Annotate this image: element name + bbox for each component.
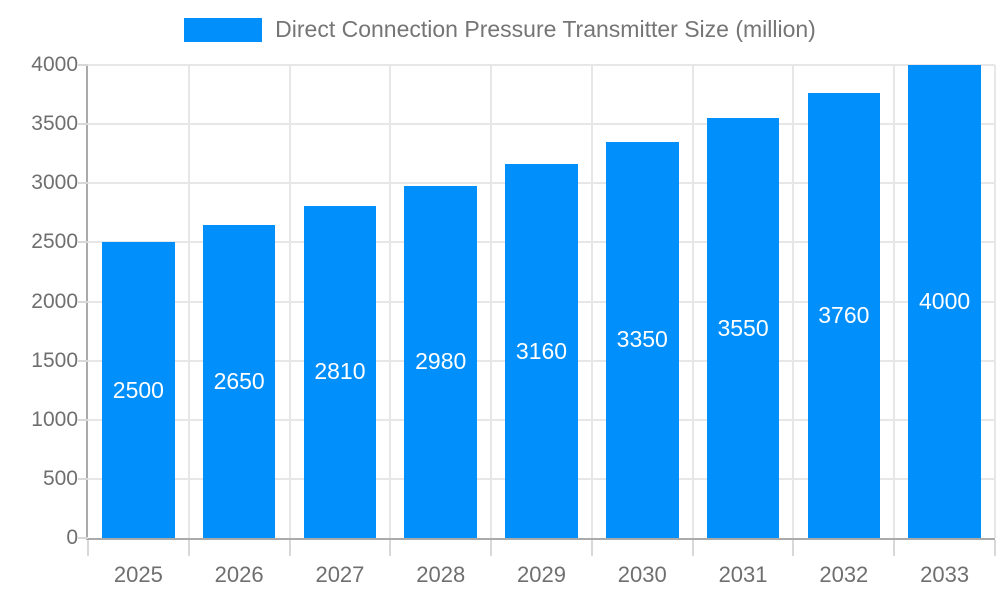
x-gridline-3 (389, 65, 392, 538)
y-axis-tick-label: 3500 (31, 112, 78, 136)
y-axis-tick-label: 3000 (31, 171, 78, 195)
bar-2028[interactable]: 2980 (404, 185, 477, 538)
x-axis-labels: 2025 2026 2027 2028 2029 2030 2031 2032 2033 (88, 562, 995, 592)
y-axis-tick-label: 500 (42, 466, 78, 490)
x-axis-label-2026: 2026 (214, 562, 264, 587)
bar-2027[interactable]: 2810 (303, 205, 377, 538)
y-tickmark-2500 (78, 241, 88, 244)
bar-value-label: 3760 (818, 302, 870, 329)
y-tickmark-2000 (78, 300, 88, 303)
x-tickmark-4 (490, 540, 493, 556)
x-tickmark-2 (288, 540, 291, 556)
bar-value-label: 2810 (314, 358, 366, 385)
x-tickmark-1 (187, 540, 190, 556)
y-axis-line (86, 65, 88, 540)
plot-area: 2500 2650 2810 2980 3160 3350 3550 3760 4000 (78, 64, 996, 556)
x-axis-label-2033: 2033 (920, 562, 970, 587)
bar-2032[interactable]: 3760 (807, 93, 881, 538)
x-axis-label-2029: 2029 (517, 562, 566, 587)
y-tickmark-1000 (78, 418, 88, 421)
y-axis-labels: 0 500 1000 1500 2000 2500 3000 3500 4000 (0, 53, 78, 549)
x-tickmark-6 (691, 540, 694, 556)
bar-value-label: 3550 (717, 314, 769, 341)
bar-value-label: 4000 (919, 288, 971, 314)
bar-value-label: 2500 (112, 376, 164, 403)
y-tickmark-3500 (78, 123, 88, 126)
y-gridline-3500 (88, 123, 995, 126)
x-gridline-9 (994, 65, 996, 538)
x-tickmark-5 (590, 540, 593, 556)
y-axis-tick-label: 0 (66, 526, 78, 549)
legend-swatch-icon[interactable] (184, 17, 263, 42)
x-axis-label-2032: 2032 (819, 562, 869, 587)
y-axis-tick-label: 1000 (31, 407, 78, 431)
x-gridline-5 (590, 65, 593, 538)
bar-2025[interactable]: 2500 (102, 242, 175, 538)
x-axis-label-2027: 2027 (315, 562, 365, 587)
x-tickmark-3 (389, 540, 392, 556)
x-tickmark-7 (792, 540, 795, 556)
legend-series-label[interactable]: Direct Connection Pressure Transmitter S… (275, 16, 816, 42)
y-axis-tick-label: 4000 (31, 53, 78, 76)
x-axis-line (86, 538, 995, 540)
x-tickmark-8 (893, 540, 896, 556)
y-tickmark-4000 (78, 64, 88, 66)
bar-2033[interactable]: 4000 (908, 65, 981, 538)
y-axis-tick-label: 1500 (31, 348, 78, 372)
chart-legend: Direct Connection Pressure Transmitter S… (0, 16, 1000, 43)
x-tickmark-9 (994, 540, 996, 556)
y-axis-tick-label: 2500 (31, 230, 78, 254)
x-axis-label-2028: 2028 (416, 562, 466, 587)
x-axis-label-2030: 2030 (617, 562, 667, 587)
x-tickmark-0 (87, 540, 89, 556)
bar-2030[interactable]: 3350 (605, 141, 679, 538)
bar-value-label: 2650 (213, 367, 265, 394)
x-axis-label-2025: 2025 (113, 562, 163, 587)
y-gridline-4000 (88, 64, 995, 66)
y-tickmark-3000 (78, 182, 88, 185)
bar-value-label: 3160 (515, 337, 568, 364)
bar-value-label: 3350 (616, 326, 668, 353)
x-gridline-1 (187, 65, 190, 538)
bar-2029[interactable]: 3160 (505, 164, 578, 538)
bar-value-label: 2980 (415, 348, 467, 375)
y-tickmark-0 (78, 537, 88, 539)
y-tickmark-500 (78, 477, 88, 480)
x-axis-label-2031: 2031 (718, 562, 768, 587)
y-axis-tick-label: 2000 (31, 289, 78, 313)
x-gridline-7 (792, 65, 795, 538)
bar-2026[interactable]: 2650 (202, 224, 276, 538)
bar-2031[interactable]: 3550 (706, 118, 780, 538)
y-tickmark-1500 (78, 359, 88, 362)
x-gridline-8 (893, 65, 896, 538)
x-gridline-4 (490, 65, 493, 538)
x-gridline-2 (288, 65, 291, 538)
x-gridline-6 (691, 65, 694, 538)
